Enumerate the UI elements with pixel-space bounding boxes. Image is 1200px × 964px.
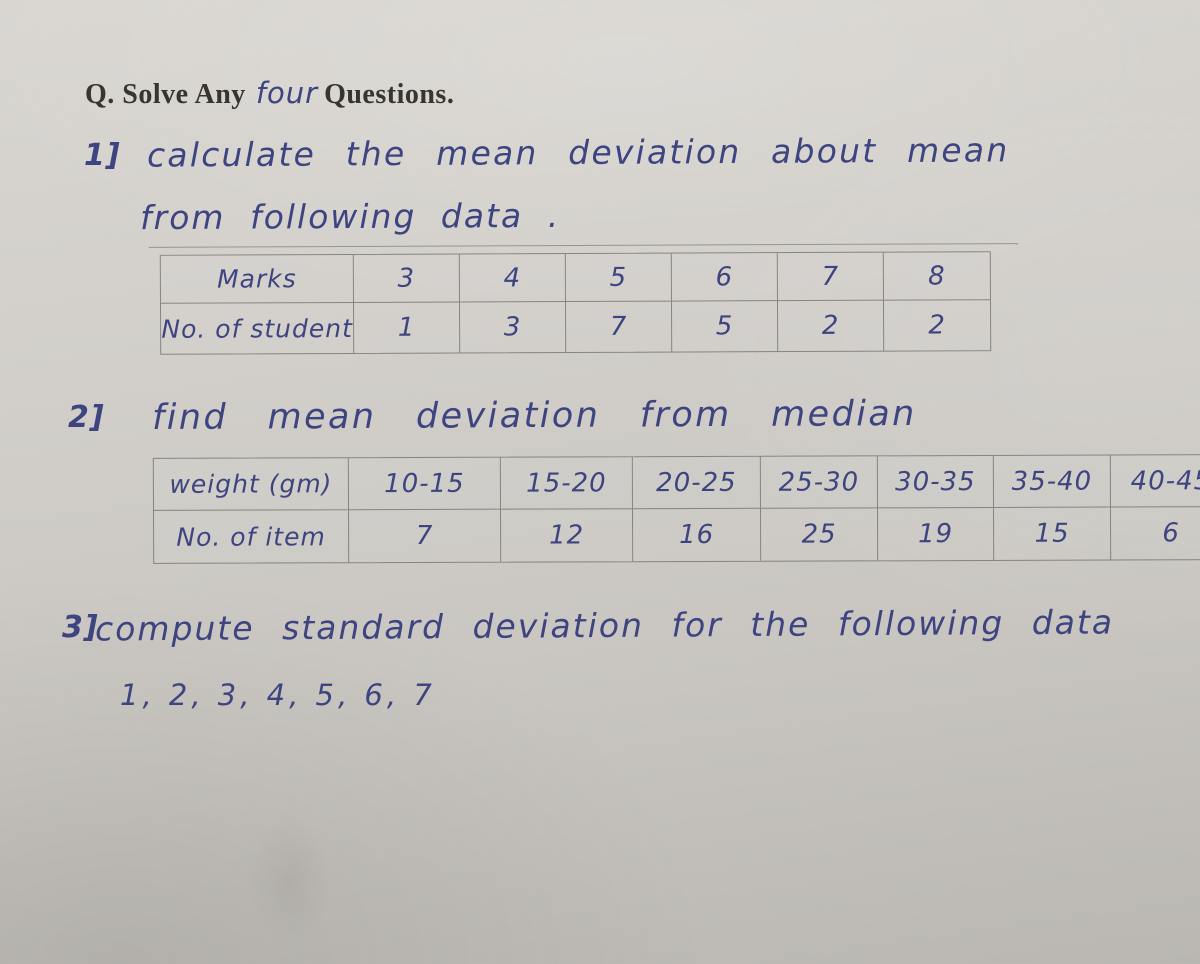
question3-data-values: 1, 2, 3, 4, 5, 6, 7 xyxy=(120,678,436,712)
table-cell: 12 xyxy=(501,509,634,562)
question1-marker: 1] xyxy=(84,138,121,173)
table-cell: 5 xyxy=(671,301,779,352)
table-row-label: weight (gm) xyxy=(153,458,350,511)
table-cell: 8 xyxy=(883,252,990,301)
table-cell: 15-20 xyxy=(500,457,634,510)
table-cell: 7 xyxy=(565,301,673,353)
table-cell: 6 xyxy=(1162,518,1180,549)
table-cell: 2 xyxy=(777,300,885,352)
table-cell: 20-25 xyxy=(632,456,761,510)
question1-text-line2: from following data . xyxy=(139,195,561,238)
table-cell: 7 xyxy=(349,509,502,563)
table-cell: 10-15 xyxy=(348,457,502,511)
table-cell: 5 xyxy=(565,253,672,303)
table-cell: 3 xyxy=(353,254,460,303)
question2-table: weight (gm) 10-15 15-20 20-25 25-30 30-3… xyxy=(152,454,1200,564)
handwritten-four: four xyxy=(255,76,319,110)
table-cell: 35-40 xyxy=(993,455,1111,508)
table-cell: 30-35 xyxy=(877,455,994,509)
table-cell: 19 xyxy=(877,507,995,561)
printed-suffix: Questions. xyxy=(324,79,455,110)
table-cell: 15 xyxy=(993,507,1112,560)
table-cell: 40-45 xyxy=(1110,455,1200,508)
table-cell: 6 xyxy=(671,253,778,302)
table-cell: 25-30 xyxy=(760,456,878,509)
table-row-label: No. of student xyxy=(160,302,355,354)
table-cell: 4 xyxy=(459,254,566,303)
question2-marker: 2] xyxy=(68,400,105,435)
table-cell: 1 xyxy=(353,302,461,353)
question1-text-line1: calculate the mean deviation about mean xyxy=(146,130,1010,175)
table-cell: 7 xyxy=(777,252,884,302)
table-cell: 25 xyxy=(760,508,879,561)
question2-text-line1: find mean deviation from median xyxy=(151,393,917,439)
table-row-label: No. of item xyxy=(154,510,350,563)
page-title: Q. Solve Any four Questions. xyxy=(85,76,454,111)
table-cell: 3 xyxy=(459,302,567,353)
table-cell: 16 xyxy=(633,508,762,562)
table-row-label: Marks xyxy=(160,254,354,304)
table-cell: 2 xyxy=(928,310,946,341)
question3-marker: 3] xyxy=(62,610,99,645)
question1-table: Marks 3 4 5 6 7 8 No. of student 1 3 7 5… xyxy=(159,251,992,355)
question3-text-line1: compute standard deviation for the follo… xyxy=(94,602,1115,649)
printed-prefix: Q. Solve Any xyxy=(85,79,246,110)
